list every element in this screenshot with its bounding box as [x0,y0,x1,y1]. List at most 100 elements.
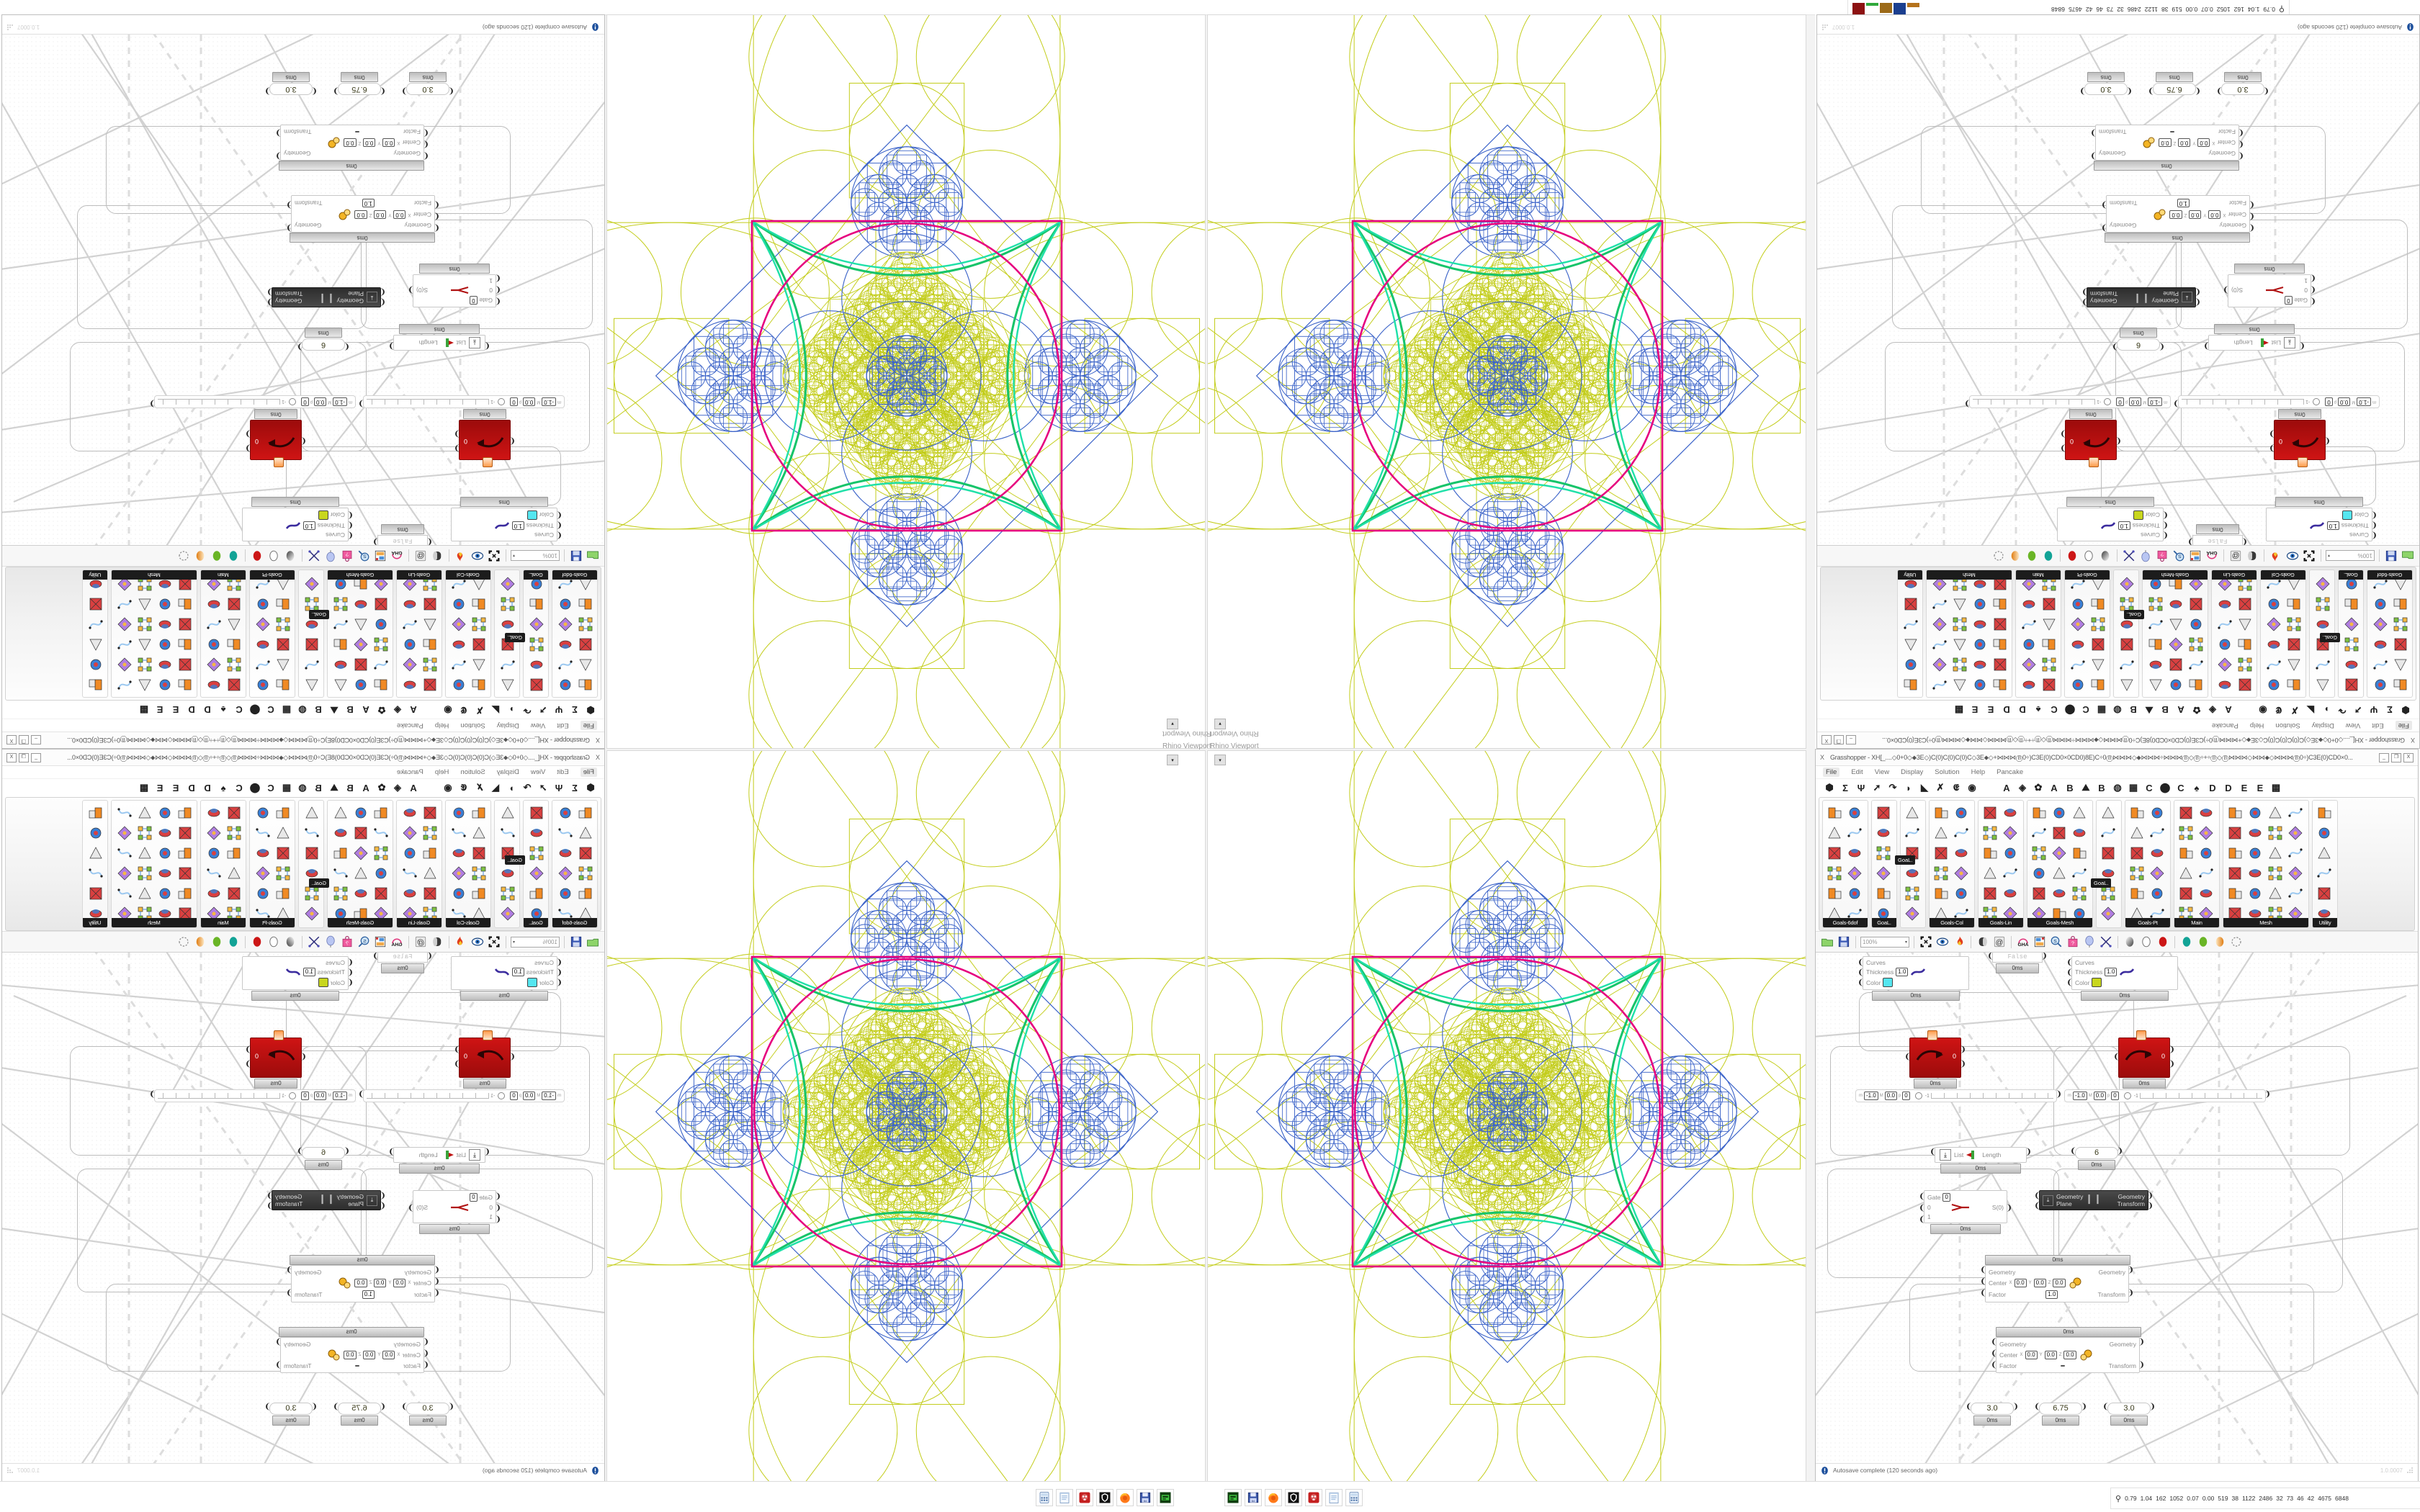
output-port-icon[interactable]: ❩ [2012,1403,2019,1411]
component-icon-54[interactable] [372,843,391,863]
slider-value[interactable]: 0 [1902,1092,1910,1100]
component-icon-76[interactable] [2127,843,2146,863]
ribbon-group-utility[interactable]: Utility [82,570,108,698]
output-port-icon[interactable]: ❩ [333,86,340,95]
component-icon-0[interactable] [576,675,596,695]
component-icon-93[interactable] [2020,595,2039,614]
output-port-icon[interactable]: ❩ [2148,1403,2156,1411]
component-icon-49[interactable] [2166,675,2186,695]
scissors-cross-icon[interactable] [307,935,321,949]
output-port-icon[interactable]: ❩ [333,1403,340,1411]
gh-node-transform-dark-node[interactable]: ⤓ Geometry Geometry Plane Transform ❙❙ ❨ ❨ … [266,287,386,307]
component-icon-115[interactable] [1930,595,1950,614]
component-icon-52[interactable] [2049,823,2069,842]
category-tab-left-8[interactable]: 𝕰 [460,705,467,716]
component-icon-100[interactable] [176,823,195,842]
ribbon-group-mesh[interactable]: Mesh [111,800,197,928]
gh-node-custom-preview-cyan[interactable]: Curves Thickness 1.0 Color ❨ ❨ ❨ 0ms [451,956,563,1001]
component-icon-19[interactable] [1902,823,1922,842]
component-icon-4[interactable] [2391,635,2411,654]
close-icon[interactable]: X [1819,754,1824,761]
component-icon-66[interactable] [2118,675,2137,695]
ribbon-group-goals-pt[interactable]: Goals-Pt [2125,800,2171,928]
node-value[interactable]: 6 [2117,338,2160,351]
color-swatch[interactable] [2092,978,2102,987]
component-icon-33[interactable] [1951,883,1971,903]
component-icon-124[interactable] [86,595,106,614]
ribbon-group-main[interactable]: Main [200,800,246,928]
component-icon-12[interactable] [2342,675,2362,695]
component-icon-55[interactable] [2166,635,2186,654]
node-value[interactable]: 6 [302,338,345,351]
component-icon-57[interactable] [372,615,391,634]
component-icon-18[interactable] [498,675,518,695]
component-icon-35[interactable] [2264,575,2284,594]
component-icon-108[interactable] [2225,863,2244,883]
output-port-icon[interactable]: ❩ [2216,86,2223,95]
taskbar-red-skull-icon[interactable] [1305,1489,1322,1506]
component-icon-24[interactable] [1931,803,1950,822]
component-icon-14[interactable] [527,635,547,654]
center-y[interactable]: 0.0 [363,1351,376,1359]
slider-value[interactable]: 0 [510,397,518,406]
category-tab-right-6[interactable]: B [2130,704,2137,716]
component-icon-62[interactable] [331,595,351,614]
document-icon[interactable] [373,935,387,949]
panel-value[interactable]: False [377,953,428,963]
gh-node-number-3.0-b[interactable]: 3.0 ❨ ❩ 0ms [2102,1403,2156,1426]
component-icon-78[interactable] [274,615,293,634]
gha-icon[interactable]: GHA [390,549,404,563]
category-tab-right-10[interactable]: ⬤ [249,705,261,716]
component-icon-92[interactable] [2040,595,2059,614]
component-icon-83[interactable] [254,575,273,594]
input-port-icon[interactable]: ❨ [2194,86,2201,95]
ribbon-group-goals-mesh[interactable]: Goals-Mesh [327,570,393,698]
component-icon-84[interactable] [225,803,244,822]
component-icon-56[interactable] [2069,843,2089,863]
component-icon-6[interactable] [576,615,596,634]
component-icon-111[interactable] [115,863,135,883]
gh-node-count-node[interactable]: 6 ❨ ❩ 0ms [2070,1147,2123,1170]
solver-component[interactable]: 0 [2065,420,2117,467]
component-icon-6[interactable] [576,863,596,883]
gh-node-number-3.0-a[interactable]: 3.0 ❨ ❩ 0ms [2216,72,2269,95]
component-category-tabs[interactable]: ⬢ Σ Ψ ➚ ↷ ◗ ◣ ✗ 𝕰 ◉ A ◈ ✿ A B ⛰ B ◍ ▦ C ⬤ C ♠ D D E E ▩ [2,779,604,796]
category-tab-left-5[interactable]: ◗ [508,782,514,793]
flame-icon[interactable] [454,549,468,563]
component-icon-90[interactable] [225,863,244,883]
gh-node-slider-b[interactable]: m -1.0 M 0.0 p 0 -1 ❩ [149,395,356,408]
ribbon-group-utility[interactable]: Utility [2312,800,2338,928]
component-icon-14[interactable] [527,843,547,863]
component-icon-40[interactable] [2236,635,2255,654]
slider-mid[interactable]: 0.0 [314,397,327,406]
component-icon-19[interactable] [498,655,518,675]
close-button[interactable]: X [6,752,17,762]
gh-node-scale-node-a[interactable]: 0ms Geometry Geometry Center X 0.0 Y 0.0 Z… [286,1255,440,1302]
center-x[interactable]: 0.0 [2208,210,2221,219]
component-icon-7[interactable] [1845,863,1864,883]
menu-bar[interactable]: File Edit View Display Solution Help Pancake [1816,766,2418,779]
category-tab-left-6[interactable]: ◣ [2307,705,2314,716]
color-swatch[interactable] [2133,510,2143,520]
center-z[interactable]: 0.0 [344,138,357,147]
chevron-down-icon[interactable]: ▾ [513,553,516,558]
component-icon-42[interactable] [2236,615,2255,634]
component-icon-86[interactable] [2176,823,2195,842]
warning-balloon-icon[interactable] [2136,1030,2146,1040]
category-tab-left-9[interactable]: ◉ [444,782,452,793]
ribbon-group-goals-pt[interactable]: Goals-Pt [2064,570,2110,698]
component-icon-87[interactable] [205,655,224,675]
component-icon-83[interactable] [254,904,273,923]
category-tab-left-7[interactable]: ✗ [475,782,484,793]
save-disk-icon[interactable] [2384,549,2398,563]
component-icon-30[interactable] [2285,615,2304,634]
slider-value[interactable]: 0 [2111,1092,2119,1100]
category-tab-right-7[interactable]: ◍ [298,782,307,793]
component-icon-120[interactable] [1901,675,1921,695]
slider-mid[interactable]: 0.0 [2129,397,2142,406]
window-title-bar[interactable]: X Grasshopper - XH[_....◇0+0◇⬥3E◇)C(0)C(… [1817,732,2419,748]
node-value[interactable]: 6 [302,1147,345,1159]
category-tab-left-7[interactable]: ✗ [1936,782,1945,793]
component-icon-31[interactable] [449,615,469,634]
component-icon-106[interactable] [135,843,155,863]
